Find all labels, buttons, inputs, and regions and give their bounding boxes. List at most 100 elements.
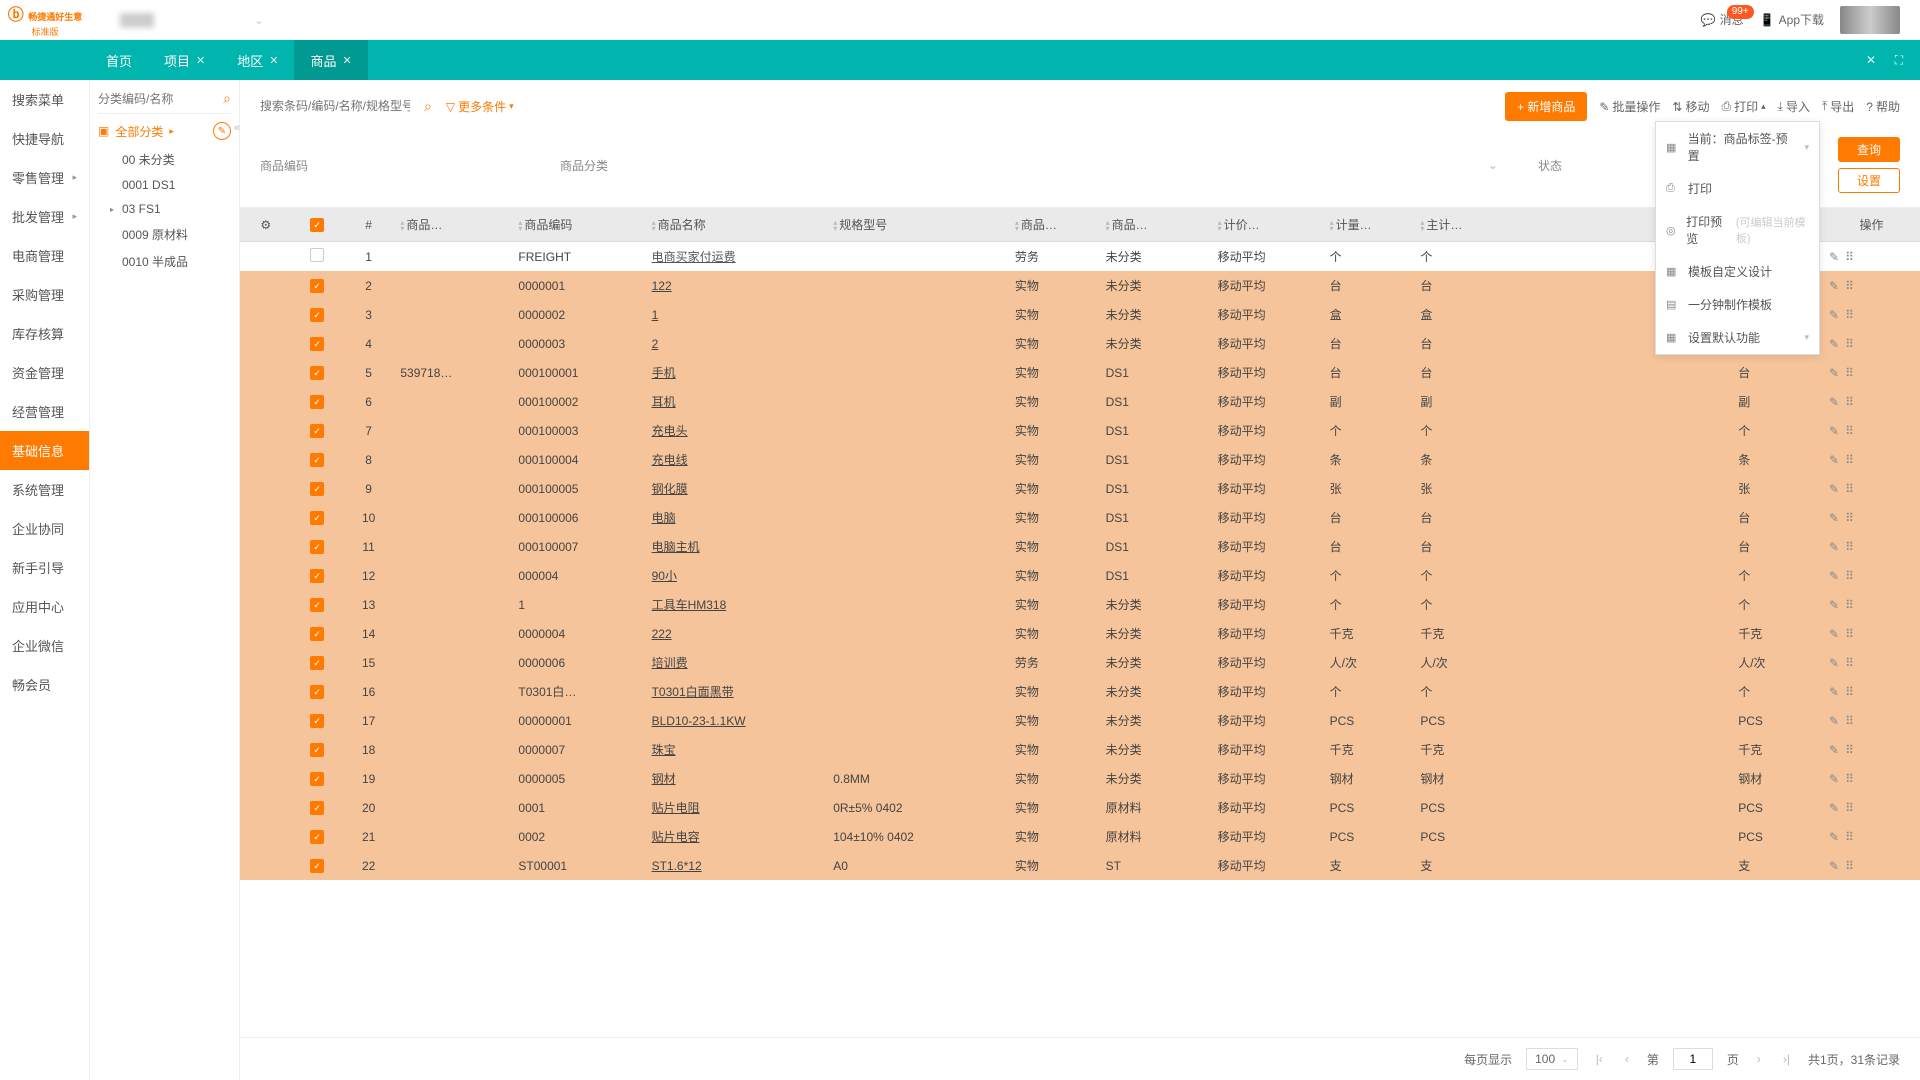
- print-menu-item[interactable]: ▦模板自定义设计: [1656, 255, 1819, 288]
- more-row-icon[interactable]: ⠿: [1845, 308, 1854, 322]
- col-select-all[interactable]: ✓: [291, 208, 342, 242]
- more-row-icon[interactable]: ⠿: [1845, 743, 1854, 757]
- pager-prev[interactable]: ‹: [1621, 1052, 1633, 1066]
- row-checkbox[interactable]: ✓: [310, 859, 324, 873]
- more-row-icon[interactable]: ⠿: [1845, 801, 1854, 815]
- more-row-icon[interactable]: ⠿: [1845, 424, 1854, 438]
- category-item[interactable]: 00 未分类: [106, 146, 231, 173]
- nav-item[interactable]: 基础信息: [0, 431, 89, 470]
- nav-item[interactable]: 畅会员: [0, 665, 89, 704]
- search-icon[interactable]: ⌕: [424, 98, 432, 115]
- product-name-link[interactable]: ST1.6*12: [652, 859, 702, 873]
- nav-item[interactable]: 零售管理▸: [0, 158, 89, 197]
- col-name[interactable]: ▴▾商品名称: [646, 208, 828, 242]
- batch-ops-link[interactable]: ✎批量操作: [1599, 98, 1660, 115]
- product-name-link[interactable]: 222: [652, 627, 672, 641]
- edit-row-icon[interactable]: ✎: [1829, 337, 1839, 351]
- more-row-icon[interactable]: ⠿: [1845, 830, 1854, 844]
- edit-row-icon[interactable]: ✎: [1829, 656, 1839, 670]
- edit-row-icon[interactable]: ✎: [1829, 830, 1839, 844]
- tab-项目[interactable]: 项目✕: [148, 40, 221, 80]
- col-type[interactable]: ▴▾商品…: [1009, 208, 1100, 242]
- product-search-input[interactable]: [260, 99, 410, 114]
- nav-item[interactable]: 企业协同: [0, 509, 89, 548]
- col-barcode[interactable]: ▴▾商品…: [394, 208, 512, 242]
- query-button[interactable]: 查询: [1838, 137, 1900, 162]
- more-row-icon[interactable]: ⠿: [1845, 511, 1854, 525]
- category-item[interactable]: 0001 DS1: [106, 173, 231, 197]
- edit-row-icon[interactable]: ✎: [1829, 772, 1839, 786]
- col-category[interactable]: ▴▾商品…: [1100, 208, 1212, 242]
- col-unit[interactable]: ▴▾计量…: [1324, 208, 1415, 242]
- edit-row-icon[interactable]: ✎: [1829, 598, 1839, 612]
- row-checkbox[interactable]: ✓: [310, 424, 324, 438]
- product-name-link[interactable]: 耳机: [652, 395, 676, 409]
- print-menu-item[interactable]: ▦设置默认功能▾: [1656, 321, 1819, 354]
- edit-row-icon[interactable]: ✎: [1829, 308, 1839, 322]
- row-checkbox[interactable]: ✓: [310, 743, 324, 757]
- product-name-link[interactable]: 电脑: [652, 511, 676, 525]
- more-row-icon[interactable]: ⠿: [1845, 453, 1854, 467]
- more-row-icon[interactable]: ⠿: [1845, 569, 1854, 583]
- edit-row-icon[interactable]: ✎: [1829, 627, 1839, 641]
- row-checkbox[interactable]: ✓: [310, 569, 324, 583]
- close-all-icon[interactable]: ✕: [1862, 51, 1880, 69]
- move-link[interactable]: ⇅移动: [1672, 98, 1709, 115]
- nav-item[interactable]: 系统管理: [0, 470, 89, 509]
- print-menu-item[interactable]: ▤一分钟制作模板: [1656, 288, 1819, 321]
- tab-商品[interactable]: 商品✕: [294, 40, 367, 80]
- edit-row-icon[interactable]: ✎: [1829, 569, 1839, 583]
- more-row-icon[interactable]: ⠿: [1845, 627, 1854, 641]
- per-page-select[interactable]: 100⌄: [1526, 1048, 1578, 1070]
- more-row-icon[interactable]: ⠿: [1845, 540, 1854, 554]
- edit-row-icon[interactable]: ✎: [1829, 366, 1839, 380]
- avatar[interactable]: [1840, 6, 1900, 34]
- product-name-link[interactable]: 贴片电容: [652, 830, 700, 844]
- product-name-link[interactable]: 122: [652, 279, 672, 293]
- edit-row-icon[interactable]: ✎: [1829, 801, 1839, 815]
- edit-row-icon[interactable]: ✎: [1829, 453, 1839, 467]
- more-row-icon[interactable]: ⠿: [1845, 598, 1854, 612]
- search-icon[interactable]: ⌕: [223, 90, 231, 107]
- nav-item[interactable]: 资金管理: [0, 353, 89, 392]
- edit-row-icon[interactable]: ✎: [1829, 482, 1839, 496]
- row-checkbox[interactable]: ✓: [310, 830, 324, 844]
- category-item[interactable]: ▸03 FS1: [106, 197, 231, 221]
- filter-product-code[interactable]: 商品编码: [260, 157, 520, 174]
- product-name-link[interactable]: BLD10-23-1.1KW: [652, 714, 746, 728]
- edit-row-icon[interactable]: ✎: [1829, 859, 1839, 873]
- row-checkbox[interactable]: ✓: [310, 685, 324, 699]
- product-name-link[interactable]: 工具车HM318: [652, 598, 727, 612]
- edit-row-icon[interactable]: ✎: [1829, 279, 1839, 293]
- edit-row-icon[interactable]: ✎: [1829, 714, 1839, 728]
- close-icon[interactable]: ✕: [343, 54, 352, 67]
- nav-item[interactable]: 企业微信: [0, 626, 89, 665]
- row-checkbox[interactable]: ✓: [310, 337, 324, 351]
- pager-last[interactable]: ›|: [1779, 1052, 1794, 1066]
- more-row-icon[interactable]: ⠿: [1845, 714, 1854, 728]
- more-row-icon[interactable]: ⠿: [1845, 395, 1854, 409]
- row-checkbox[interactable]: ✓: [310, 279, 324, 293]
- col-settings[interactable]: ⚙: [240, 208, 291, 242]
- product-name-link[interactable]: 培训费: [652, 656, 688, 670]
- nav-item[interactable]: 库存核算: [0, 314, 89, 353]
- messages-link[interactable]: 💬 消息 99+: [1701, 11, 1744, 28]
- product-name-link[interactable]: 钢化膜: [652, 482, 688, 496]
- row-checkbox[interactable]: ✓: [310, 308, 324, 322]
- more-row-icon[interactable]: ⠿: [1845, 366, 1854, 380]
- edit-row-icon[interactable]: ✎: [1829, 424, 1839, 438]
- product-name-link[interactable]: 1: [652, 308, 659, 322]
- tab-首页[interactable]: 首页: [90, 40, 148, 80]
- nav-item[interactable]: 经营管理: [0, 392, 89, 431]
- more-conditions-toggle[interactable]: ▽ 更多条件 ▾: [446, 98, 514, 115]
- print-menu-item[interactable]: ◎打印预览(可编辑当前模板): [1656, 205, 1819, 255]
- product-name-link[interactable]: 2: [652, 337, 659, 351]
- pager-page-input[interactable]: [1673, 1048, 1713, 1070]
- print-link[interactable]: ⎙打印▴: [1721, 98, 1765, 115]
- more-row-icon[interactable]: ⠿: [1845, 482, 1854, 496]
- row-checkbox[interactable]: ✓: [310, 453, 324, 467]
- row-checkbox[interactable]: ✓: [310, 714, 324, 728]
- product-name-link[interactable]: 钢材: [652, 772, 676, 786]
- product-name-link[interactable]: 电脑主机: [652, 540, 700, 554]
- product-name-link[interactable]: 90小: [652, 569, 677, 583]
